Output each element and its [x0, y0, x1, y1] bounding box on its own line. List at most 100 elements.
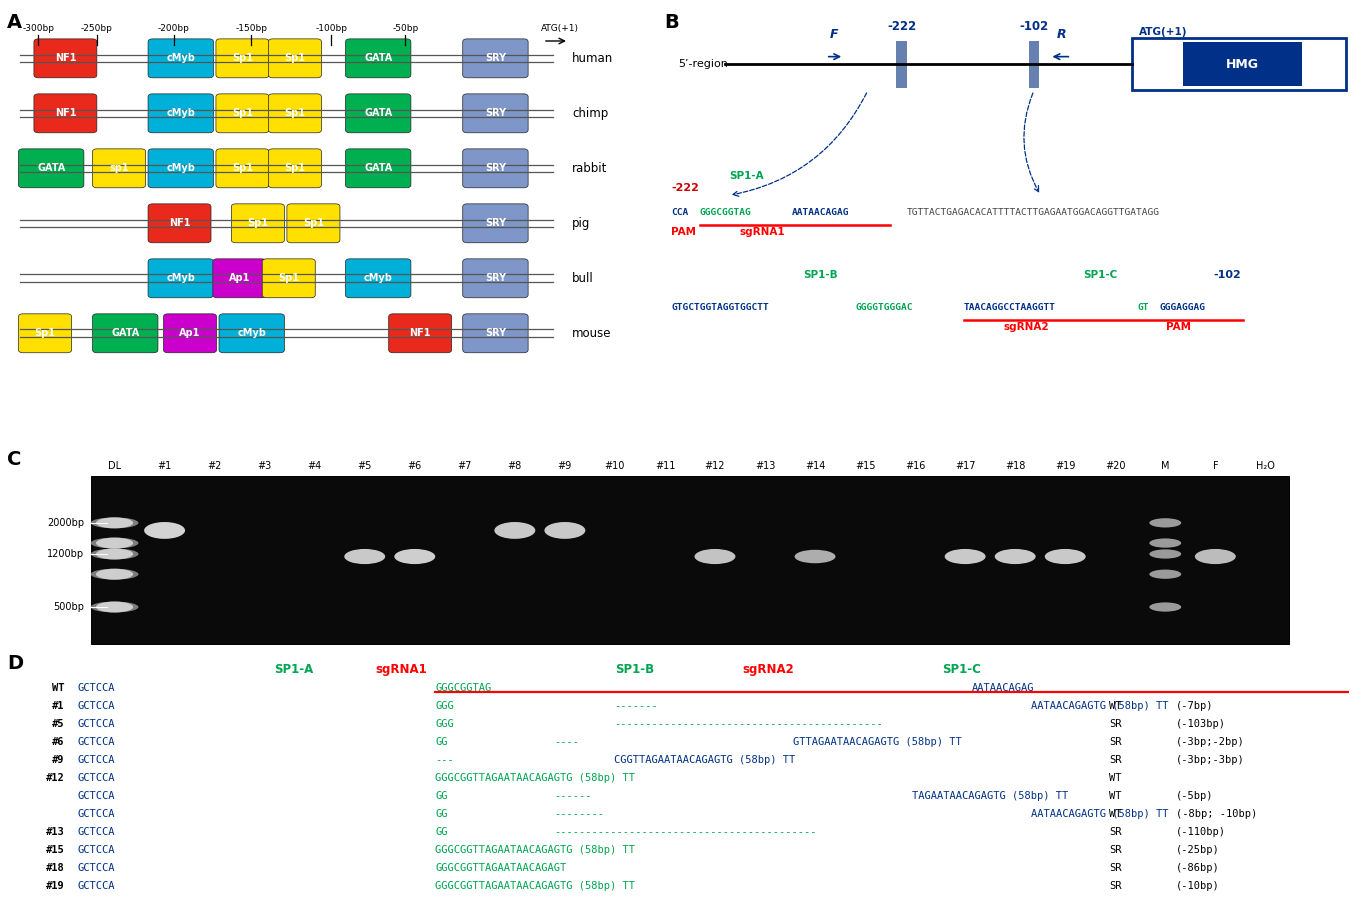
Text: (-25bp): (-25bp)	[1176, 845, 1219, 855]
FancyBboxPatch shape	[346, 148, 411, 188]
Text: bull: bull	[572, 272, 594, 284]
Text: PAM: PAM	[1166, 322, 1191, 332]
Bar	[1132, 38, 1345, 91]
Text: #11: #11	[655, 461, 675, 471]
Text: #17: #17	[955, 461, 975, 471]
FancyBboxPatch shape	[462, 94, 527, 133]
Text: #1: #1	[52, 701, 64, 711]
Text: #6: #6	[52, 737, 64, 747]
Text: Ap1: Ap1	[229, 274, 250, 284]
Text: #12: #12	[46, 773, 64, 783]
Text: SP1-B: SP1-B	[803, 270, 838, 280]
Text: NF1: NF1	[54, 53, 76, 63]
Text: ------: ------	[555, 791, 593, 801]
Text: (-3bp;-2bp): (-3bp;-2bp)	[1176, 737, 1245, 747]
Text: GGGCGGTAG: GGGCGGTAG	[435, 683, 491, 693]
Text: -222: -222	[671, 184, 700, 194]
Text: Sp1: Sp1	[247, 219, 268, 229]
Text: PAM: PAM	[671, 227, 696, 237]
Text: GATA: GATA	[363, 163, 392, 174]
Text: #16: #16	[904, 461, 925, 471]
Text: Sp1: Sp1	[232, 53, 254, 63]
Ellipse shape	[995, 549, 1036, 564]
Text: GGGGTGGGAC: GGGGTGGGAC	[856, 302, 913, 311]
Text: AATAACAGAG: AATAACAGAG	[792, 208, 849, 217]
Text: SR: SR	[1109, 881, 1121, 891]
Ellipse shape	[91, 601, 138, 613]
Text: ----: ----	[555, 737, 579, 747]
FancyBboxPatch shape	[220, 314, 285, 353]
Text: GTGCTGGTAGGTGGCTT: GTGCTGGTAGGTGGCTT	[671, 302, 769, 311]
Text: H₂O: H₂O	[1256, 461, 1275, 471]
Text: NF1: NF1	[168, 219, 190, 229]
Text: #15: #15	[854, 461, 876, 471]
Ellipse shape	[1044, 549, 1086, 564]
FancyBboxPatch shape	[19, 314, 72, 353]
Text: cMyb: cMyb	[167, 163, 195, 174]
FancyBboxPatch shape	[346, 94, 411, 133]
Text: #9: #9	[557, 461, 572, 471]
Text: -------: -------	[614, 701, 658, 711]
Ellipse shape	[96, 569, 133, 580]
Text: GATA: GATA	[363, 108, 392, 118]
Text: #18: #18	[46, 863, 64, 873]
Ellipse shape	[395, 549, 435, 564]
Text: WT: WT	[1109, 701, 1121, 711]
Text: sp1: sp1	[110, 163, 129, 174]
Ellipse shape	[91, 548, 138, 560]
Text: WT: WT	[52, 683, 64, 693]
Ellipse shape	[144, 522, 184, 539]
Text: Sp1: Sp1	[232, 163, 254, 174]
Text: --------: --------	[555, 809, 605, 819]
Text: -102: -102	[1214, 270, 1241, 280]
Text: SP1-A: SP1-A	[730, 171, 763, 181]
Ellipse shape	[1195, 549, 1235, 564]
Text: #9: #9	[52, 755, 64, 765]
FancyBboxPatch shape	[389, 314, 452, 353]
Text: GCTCCA: GCTCCA	[77, 863, 115, 873]
Text: #13: #13	[755, 461, 776, 471]
Text: GCTCCA: GCTCCA	[77, 791, 115, 801]
Text: 2000bp: 2000bp	[47, 518, 84, 528]
Text: GATA: GATA	[37, 163, 65, 174]
Text: NF1: NF1	[54, 108, 76, 118]
Text: Sp1: Sp1	[302, 219, 324, 229]
Text: -300bp: -300bp	[22, 24, 54, 33]
Ellipse shape	[1150, 549, 1181, 559]
Text: #5: #5	[52, 719, 64, 729]
FancyBboxPatch shape	[34, 94, 96, 133]
Text: GCTCCA: GCTCCA	[77, 719, 115, 729]
Text: HMG: HMG	[1226, 58, 1260, 71]
Text: #5: #5	[358, 461, 372, 471]
Ellipse shape	[96, 601, 133, 613]
Text: F: F	[830, 28, 838, 41]
Text: SP1-B: SP1-B	[616, 663, 654, 677]
Text: sgRNA2: sgRNA2	[742, 663, 795, 677]
Text: SRY: SRY	[485, 108, 506, 118]
Bar	[91, 476, 1290, 644]
Ellipse shape	[544, 522, 586, 539]
Text: cMyb: cMyb	[363, 274, 393, 284]
Text: SRY: SRY	[485, 163, 506, 174]
Ellipse shape	[96, 548, 133, 560]
Text: GGG: GGG	[435, 701, 454, 711]
Text: #8: #8	[507, 461, 522, 471]
Text: #13: #13	[46, 827, 64, 837]
Text: TAACAGGCCTAAGGTT: TAACAGGCCTAAGGTT	[964, 302, 1056, 311]
FancyBboxPatch shape	[19, 148, 84, 188]
Text: CGGTTAGAATAACAGAGTG (58bp) TT: CGGTTAGAATAACAGAGTG (58bp) TT	[614, 755, 796, 765]
FancyBboxPatch shape	[268, 94, 321, 133]
FancyBboxPatch shape	[268, 148, 321, 188]
Text: GT: GT	[1138, 302, 1149, 311]
FancyBboxPatch shape	[148, 94, 213, 133]
Text: #3: #3	[258, 461, 271, 471]
Ellipse shape	[1150, 538, 1181, 548]
FancyBboxPatch shape	[462, 148, 527, 188]
Ellipse shape	[795, 550, 835, 563]
FancyBboxPatch shape	[346, 39, 411, 77]
FancyBboxPatch shape	[164, 314, 217, 353]
Text: GGGCGGTTAGAATAACAGAGTG (58bp) TT: GGGCGGTTAGAATAACAGAGTG (58bp) TT	[435, 773, 636, 783]
FancyBboxPatch shape	[216, 39, 268, 77]
Text: -150bp: -150bp	[235, 24, 267, 33]
Text: (-7bp): (-7bp)	[1176, 701, 1214, 711]
